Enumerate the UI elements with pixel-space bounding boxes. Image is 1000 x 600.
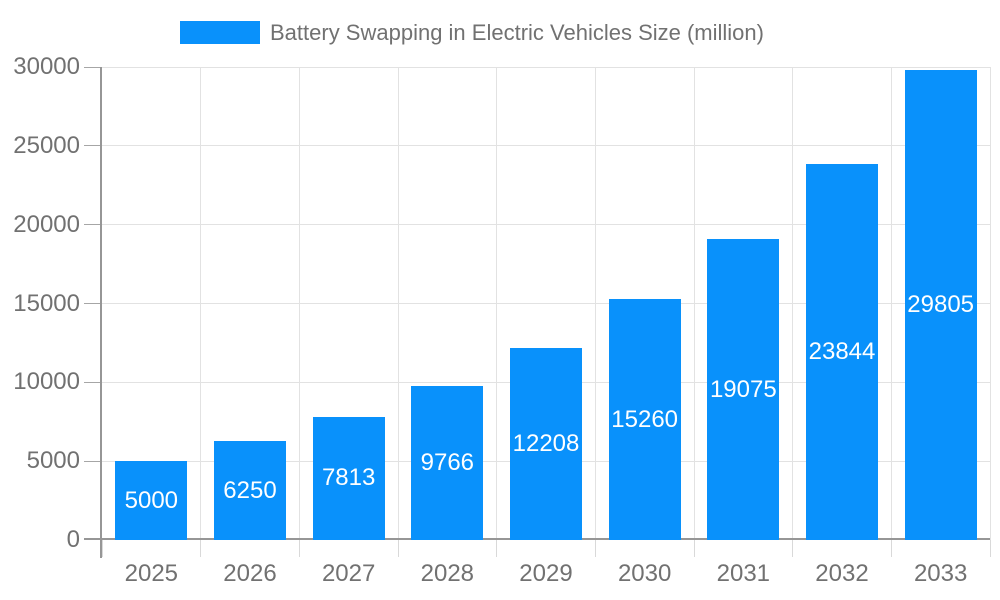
x-axis-tick xyxy=(298,540,300,557)
legend-item[interactable]: Battery Swapping in Electric Vehicles Si… xyxy=(180,21,764,44)
x-tick-label: 2032 xyxy=(815,560,869,587)
bar-value-label: 6250 xyxy=(223,476,277,504)
y-tick-label: 25000 xyxy=(13,131,80,159)
bar-2025[interactable] xyxy=(115,461,188,540)
bar-2032[interactable] xyxy=(806,164,878,540)
legend-swatch-icon xyxy=(180,21,260,44)
y-axis-tick xyxy=(84,145,102,147)
h-gridline xyxy=(102,145,990,147)
x-tick-label: 2033 xyxy=(913,560,968,587)
x-axis-tick xyxy=(693,540,695,557)
bar-value-label: 29805 xyxy=(907,291,975,319)
x-axis-tick xyxy=(496,540,498,557)
v-gridline xyxy=(792,67,794,540)
v-gridline xyxy=(890,67,892,540)
x-tick-label: 2026 xyxy=(223,560,277,587)
bar-2028[interactable] xyxy=(411,386,484,540)
y-axis-tick xyxy=(84,303,102,304)
x-tick-label: 2031 xyxy=(716,560,771,587)
bar-2026[interactable] xyxy=(214,441,286,540)
bar-value-label: 23844 xyxy=(808,338,876,366)
x-axis-tick xyxy=(101,540,103,557)
v-gridline xyxy=(397,67,399,540)
h-gridline xyxy=(102,303,990,304)
bar-2030[interactable] xyxy=(608,299,681,540)
x-axis-tick xyxy=(594,540,596,557)
h-gridline xyxy=(102,224,990,226)
bar-value-label: 15260 xyxy=(611,405,679,433)
y-axis-tick xyxy=(84,66,102,68)
v-gridline xyxy=(693,67,695,540)
x-tick-label: 2028 xyxy=(420,560,475,587)
y-axis-tick xyxy=(84,381,102,383)
x-tick-label: 2027 xyxy=(321,560,376,587)
v-gridline xyxy=(496,67,498,540)
x-axis-tick xyxy=(397,540,399,557)
v-gridline xyxy=(989,67,991,540)
y-axis-tick xyxy=(84,224,102,226)
h-gridline xyxy=(102,66,990,68)
v-gridline xyxy=(594,67,596,540)
y-tick-label: 15000 xyxy=(13,289,80,317)
v-gridline xyxy=(298,67,300,540)
bar-value-label: 19075 xyxy=(709,375,777,403)
chart-title: Battery Swapping in Electric Vehicles Si… xyxy=(270,20,764,45)
y-tick-label: 5000 xyxy=(26,447,80,475)
bar-value-label: 9766 xyxy=(420,449,475,476)
x-tick-label: 2030 xyxy=(617,560,672,587)
y-axis-tick xyxy=(84,460,102,462)
y-axis-line xyxy=(100,67,102,558)
y-tick-label: 20000 xyxy=(13,210,80,238)
bar-2029[interactable] xyxy=(510,347,582,540)
v-gridline xyxy=(200,67,202,540)
x-axis-tick xyxy=(989,540,991,557)
x-tick-label: 2029 xyxy=(519,560,573,587)
bar-2027[interactable] xyxy=(312,416,385,540)
x-axis-tick xyxy=(792,540,794,557)
bar-value-label: 12208 xyxy=(512,429,580,457)
x-axis-tick xyxy=(200,540,202,557)
y-tick-label: 0 xyxy=(66,526,80,553)
x-tick-label: 2025 xyxy=(124,560,179,587)
bar-2031[interactable] xyxy=(707,239,780,540)
bar-2033[interactable] xyxy=(904,70,977,540)
y-tick-label: 30000 xyxy=(13,53,80,80)
x-axis-tick xyxy=(890,540,892,557)
bar-value-label: 5000 xyxy=(124,486,179,514)
y-tick-label: 10000 xyxy=(13,368,80,396)
bar-value-label: 7813 xyxy=(321,464,376,492)
